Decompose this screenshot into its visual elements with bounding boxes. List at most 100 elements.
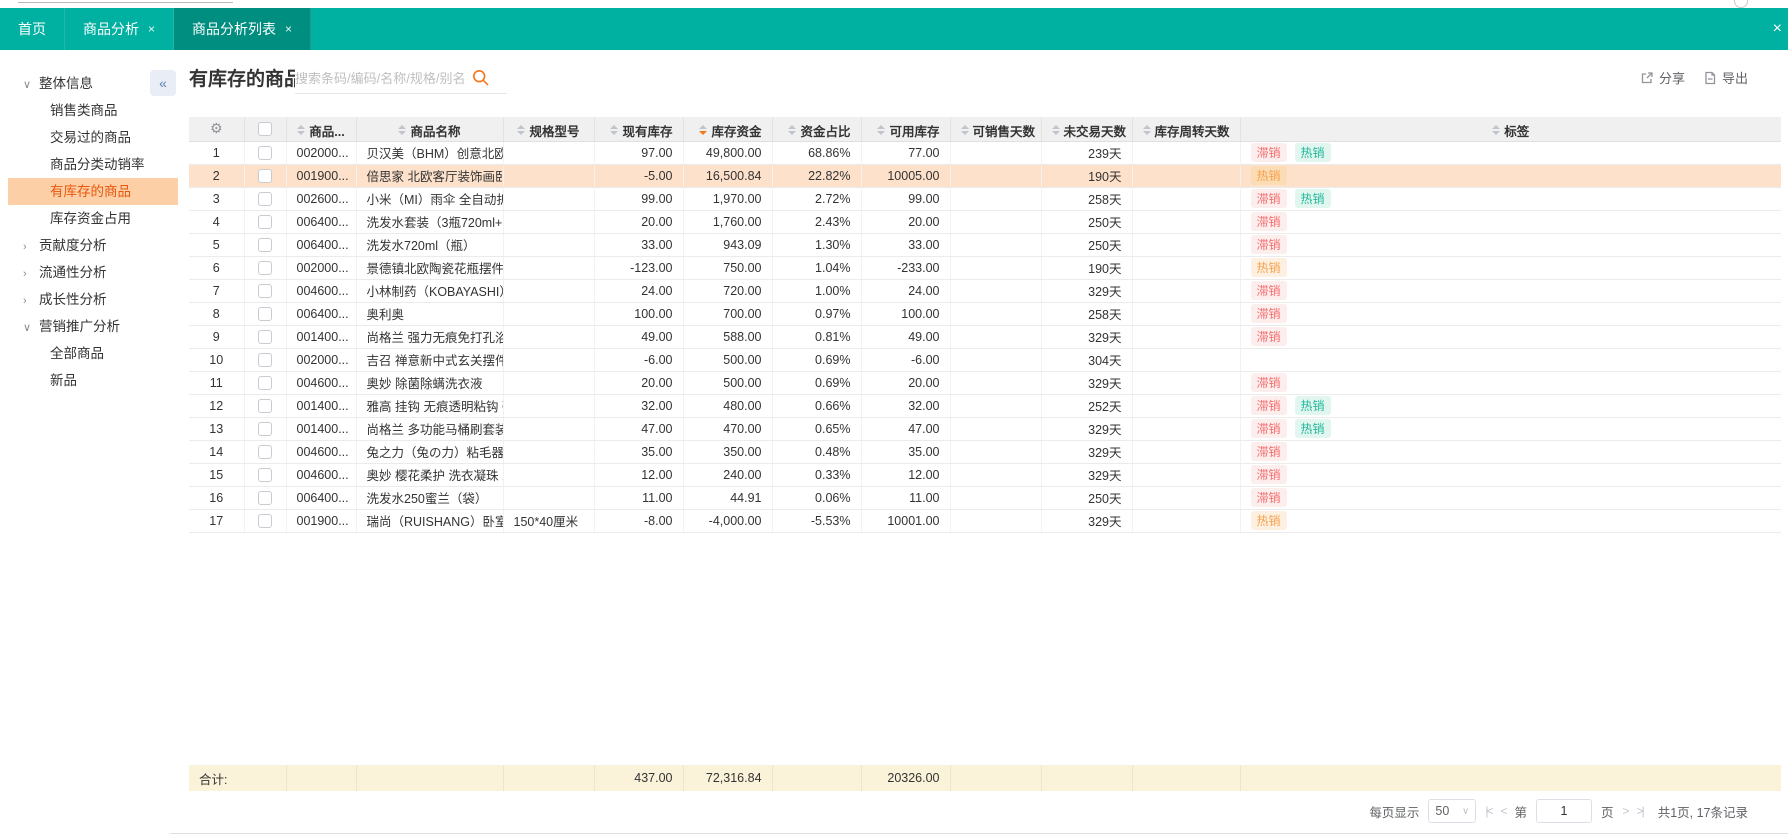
- tag-热销: 热销: [1294, 396, 1331, 415]
- sidebar-item-全部商品[interactable]: 全部商品: [8, 340, 178, 367]
- gear-icon[interactable]: ⚙: [209, 120, 223, 137]
- first-page-icon[interactable]: |<: [1485, 804, 1493, 818]
- column-label: 可销售天数: [972, 124, 1036, 139]
- last-page-icon[interactable]: >|: [1636, 804, 1645, 818]
- row-checkbox[interactable]: [258, 145, 272, 160]
- column-header-商品...[interactable]: 商品...: [286, 117, 357, 142]
- sidebar-item-交易过的商品[interactable]: 交易过的商品: [8, 124, 178, 151]
- table-row[interactable]: 6 002000...景德镇北欧陶瓷花瓶摆件 仿真花 -123.00750.001.…: [189, 256, 1781, 280]
- sidebar-item-整体信息[interactable]: ∨ 整体信息: [8, 70, 178, 97]
- sort-icon[interactable]: [610, 125, 619, 135]
- share-button[interactable]: 分享: [1640, 68, 1685, 87]
- close-icon[interactable]: ×: [1772, 20, 1782, 37]
- sort-icon[interactable]: [1142, 125, 1151, 135]
- sidebar-item-新品[interactable]: 新品: [8, 367, 178, 394]
- table-row[interactable]: 4006400...洗发水套装（3瓶720ml+1瓶250ml）20.001,7…: [189, 210, 1781, 234]
- column-header-库存资金[interactable]: 库存资金: [683, 117, 773, 142]
- sort-icon[interactable]: [788, 125, 797, 135]
- sidebar-item-商品分类动销率[interactable]: 商品分类动销率: [8, 151, 178, 178]
- chevron-right-icon[interactable]: ›: [23, 268, 27, 280]
- row-checkbox[interactable]: [258, 444, 272, 459]
- sidebar-item-营销推广分析[interactable]: ∨ 营销推广分析: [8, 313, 178, 340]
- cell-ratio: 0.66%: [772, 394, 862, 418]
- table-row[interactable]: 1 002000...贝汉美（BHM）创意北欧客厅装饰摆件 97.0049,800.…: [189, 141, 1781, 165]
- row-checkbox[interactable]: [258, 329, 272, 344]
- search-input[interactable]: [295, 64, 470, 92]
- select-all-checkbox[interactable]: [258, 122, 272, 137]
- row-checkbox[interactable]: [258, 490, 272, 505]
- column-header-标签[interactable]: 标签: [1240, 117, 1781, 142]
- export-button[interactable]: 导出: [1703, 68, 1748, 87]
- column-header-未交易天数[interactable]: 未交易天数: [1041, 117, 1133, 142]
- sort-icon[interactable]: [699, 125, 708, 135]
- column-header-可用库存[interactable]: 可用库存: [861, 117, 951, 142]
- cell-tags: 热销: [1240, 256, 1781, 280]
- next-page-icon[interactable]: >: [1622, 804, 1630, 818]
- row-checkbox[interactable]: [258, 398, 272, 413]
- sidebar-item-成长性分析[interactable]: › 成长性分析: [8, 286, 178, 313]
- row-checkbox[interactable]: [258, 375, 272, 390]
- tab-商品分析[interactable]: 商品分析 ×: [65, 8, 175, 50]
- chevron-down-icon[interactable]: ∨: [23, 322, 32, 334]
- sort-icon[interactable]: [1492, 125, 1501, 135]
- column-header-资金占比[interactable]: 资金占比: [772, 117, 862, 142]
- tab-商品分析列表[interactable]: 商品分析列表 ×: [174, 8, 312, 50]
- sidebar-item-流通性分析[interactable]: › 流通性分析: [8, 259, 178, 286]
- row-checkbox[interactable]: [258, 467, 272, 482]
- column-label: 商品名称: [410, 124, 461, 139]
- table-row[interactable]: 17 001900...瑞尚（RUISHANG）卧室装饰画150*40厘米-8.0…: [189, 509, 1781, 533]
- row-checkbox[interactable]: [258, 191, 272, 206]
- column-header-商品名称[interactable]: 商品名称: [356, 117, 504, 142]
- tab-close-icon[interactable]: ×: [285, 22, 293, 36]
- row-checkbox[interactable]: [258, 260, 272, 275]
- sidebar-item-贡献度分析[interactable]: › 贡献度分析: [8, 232, 178, 259]
- sidebar-collapse-button[interactable]: «: [150, 70, 176, 96]
- search-icon[interactable]: [472, 69, 489, 86]
- sort-icon[interactable]: [398, 125, 407, 135]
- table-row[interactable]: 11 004600... 奥妙 除菌除螨洗衣液 20.00 500.00 0.69% 20.…: [189, 371, 1781, 395]
- column-header-可销售天数[interactable]: 可销售天数: [950, 117, 1042, 142]
- tab-close-icon[interactable]: ×: [148, 22, 156, 36]
- tab-首页[interactable]: 首页: [0, 8, 65, 50]
- row-checkbox[interactable]: [258, 352, 272, 367]
- chevron-right-icon[interactable]: ›: [23, 241, 27, 253]
- sort-icon[interactable]: [877, 125, 886, 135]
- chevron-down-icon[interactable]: ∨: [23, 79, 32, 91]
- sidebar-item-库存资金占用[interactable]: 库存资金占用: [8, 205, 178, 232]
- per-page-select[interactable]: 50 ∨: [1428, 799, 1477, 823]
- cell-tags: 滞销: [1240, 279, 1781, 303]
- sort-icon[interactable]: [1051, 125, 1060, 135]
- row-checkbox[interactable]: [258, 513, 272, 528]
- table-row[interactable]: 14004600...兔之力（兔の力）粘毛器粘尘滚筒35.00350.000.4…: [189, 440, 1781, 464]
- row-checkbox[interactable]: [258, 306, 272, 321]
- row-checkbox[interactable]: [258, 283, 272, 298]
- sidebar-item-有库存的商品[interactable]: 有库存的商品: [8, 178, 178, 205]
- table-row[interactable]: 16 006400... 洗发水250蜜兰（袋） 11.00 44.91 0.06% 11.…: [189, 486, 1781, 510]
- table-row[interactable]: 2 001900...倍思家 北欧客厅装饰画卧室床头挂画 -5.0016,500.8…: [189, 164, 1781, 188]
- page-input[interactable]: [1536, 799, 1593, 823]
- column-header-库存周转天数[interactable]: 库存周转天数: [1132, 117, 1241, 142]
- chevron-right-icon[interactable]: ›: [23, 295, 27, 307]
- column-header-现有库存[interactable]: 现有库存: [594, 117, 684, 142]
- table-row[interactable]: 7004600...小林制药（KOBAYASHI）日本进口24.00720.00…: [189, 279, 1781, 303]
- cell-name: 洗发水套装（3瓶720ml+1瓶250ml）: [356, 210, 504, 234]
- row-checkbox[interactable]: [258, 168, 272, 183]
- sort-icon[interactable]: [960, 125, 969, 135]
- row-checkbox[interactable]: [258, 421, 272, 436]
- table-row[interactable]: 5 006400... 洗发水720ml（瓶） 33.00 943.09 1.30% 33.…: [189, 233, 1781, 257]
- row-checkbox[interactable]: [258, 214, 272, 229]
- sort-icon[interactable]: [297, 125, 306, 135]
- table-row[interactable]: 8 006400... 奥利奥 100.00 700.00 0.97% 100.00 258天…: [189, 302, 1781, 326]
- sort-icon[interactable]: [517, 125, 526, 135]
- row-checkbox[interactable]: [258, 237, 272, 252]
- column-header-规格型号[interactable]: 规格型号: [503, 117, 595, 142]
- sidebar-item-销售类商品[interactable]: 销售类商品: [8, 97, 178, 124]
- prev-page-icon[interactable]: <: [1500, 804, 1508, 818]
- help-icon[interactable]: [1734, 0, 1748, 8]
